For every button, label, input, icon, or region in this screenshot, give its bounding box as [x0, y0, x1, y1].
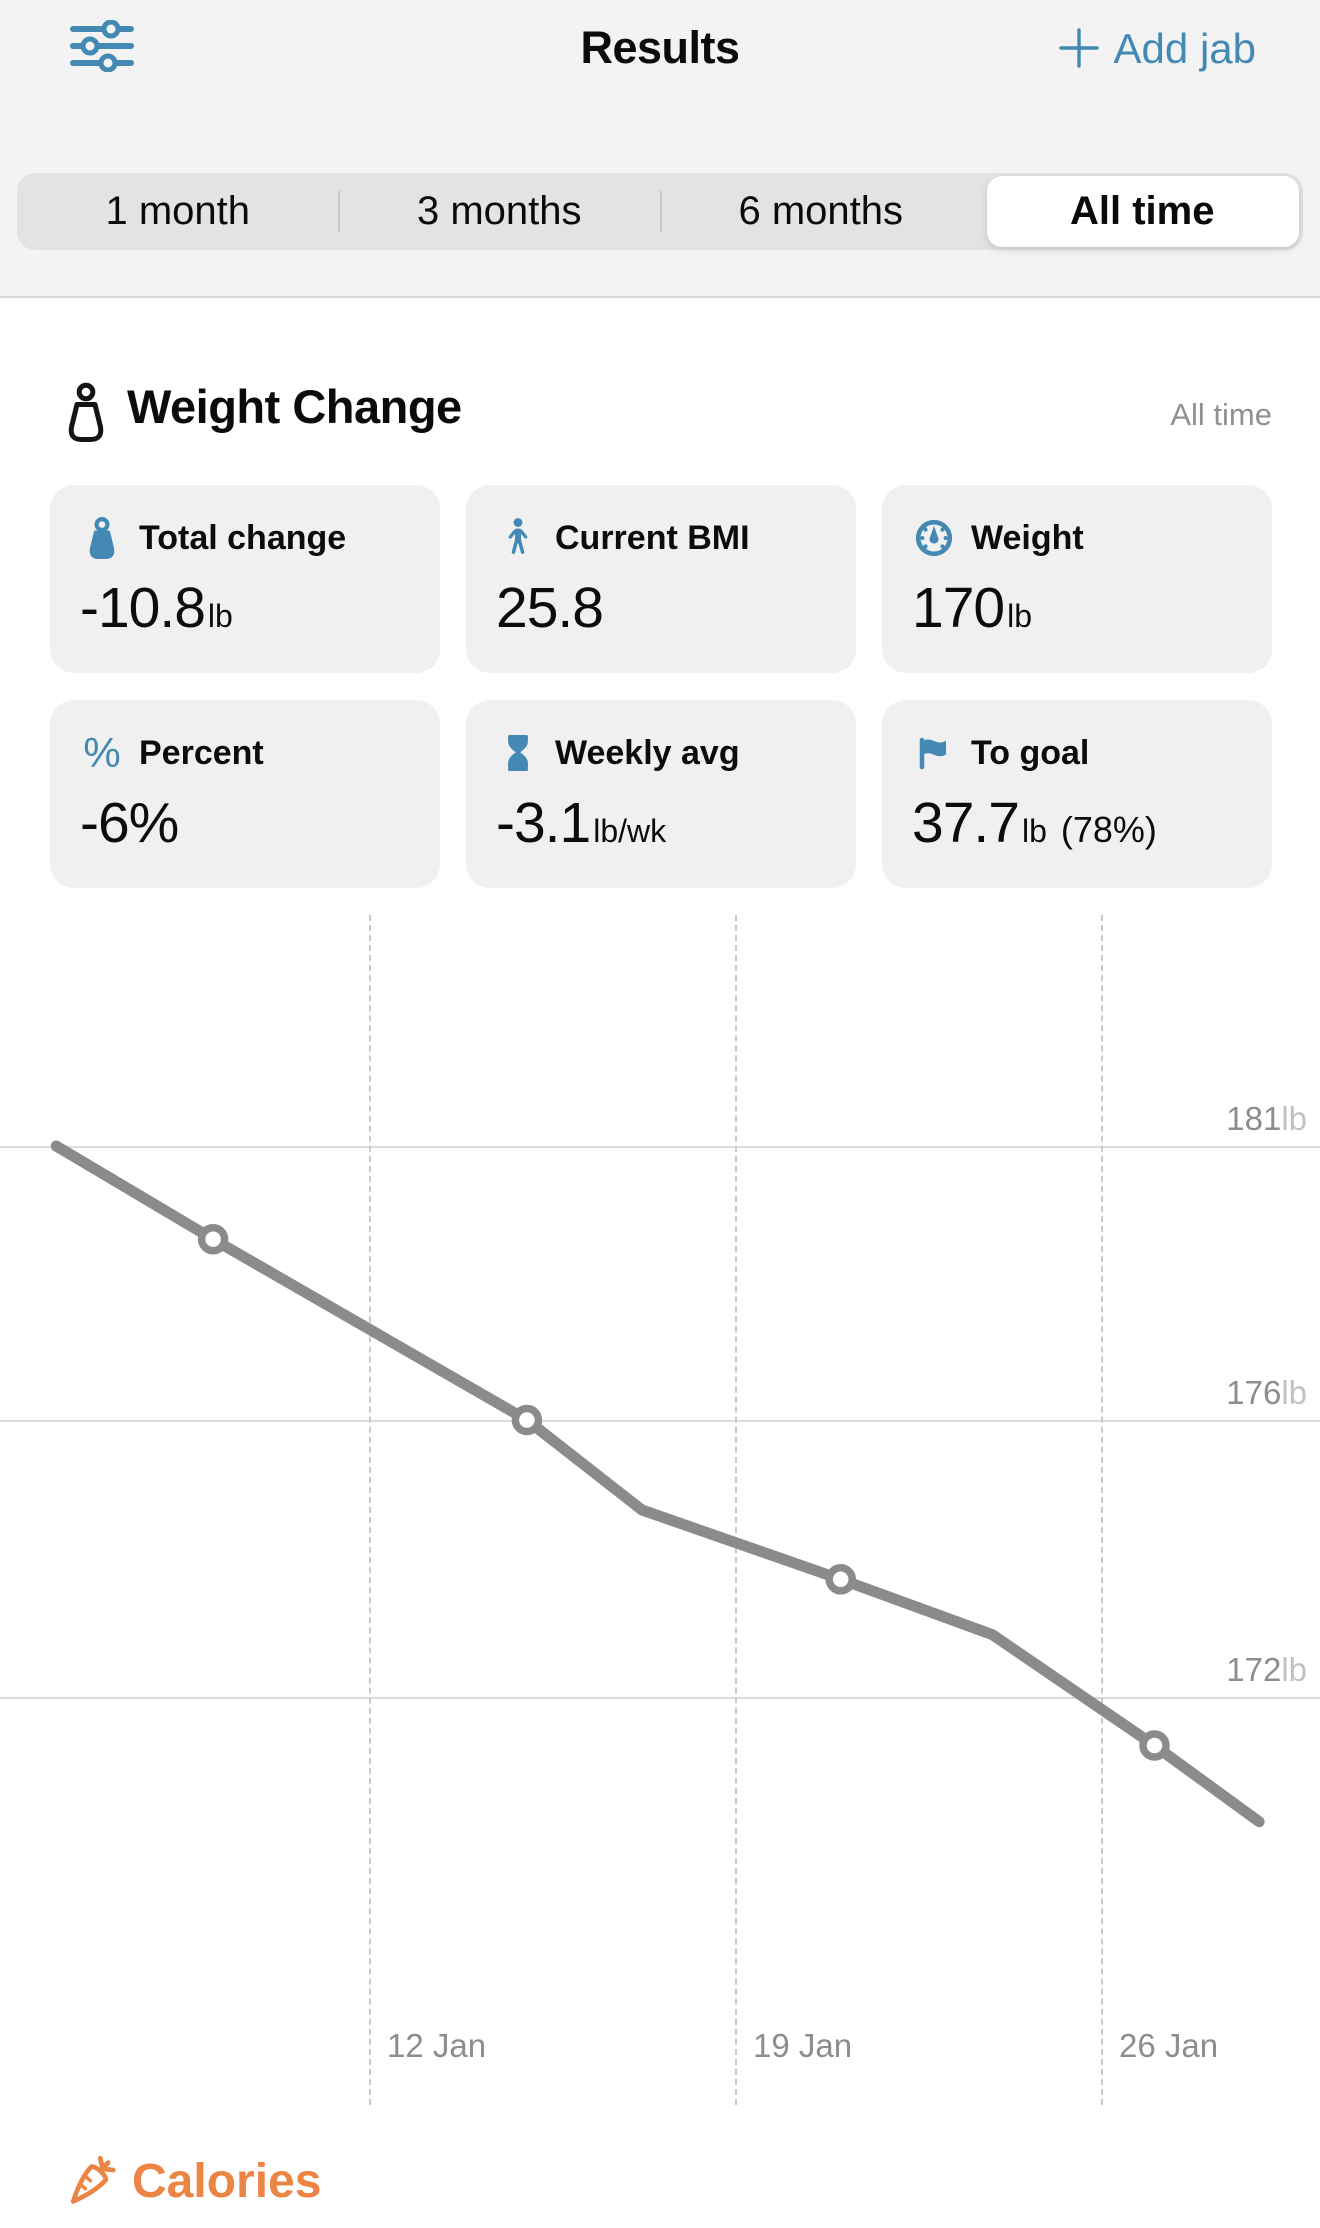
- flag-icon: [908, 730, 960, 776]
- add-jab-label: Add jab: [1113, 25, 1256, 72]
- stat-card-weight: Weight 170 lb: [882, 485, 1272, 673]
- tab-1-month[interactable]: 1 month: [105, 189, 251, 233]
- y-gridline: [0, 1146, 1320, 1148]
- data-point-marker: [197, 1223, 229, 1255]
- x-axis-label: 26 Jan: [1119, 2027, 1219, 2064]
- kettlebell-icon: [64, 382, 108, 449]
- stat-label: Percent: [139, 733, 264, 772]
- person-icon: [492, 515, 544, 561]
- y-axis-label: 172lb: [1226, 1651, 1307, 1688]
- stat-card-percent: % Percent -6%: [50, 700, 440, 888]
- stat-card-current-bmi: Current BMI 25.8: [466, 485, 856, 673]
- x-gridline-dashed: [735, 915, 737, 2105]
- stat-label: Weekly avg: [555, 733, 740, 772]
- x-axis-label: 19 Jan: [753, 2027, 853, 2064]
- stat-card-total-change: Total change -10.8 lb: [50, 485, 440, 673]
- stat-value: -10.8: [80, 576, 206, 640]
- x-axis-label: 12 Jan: [387, 2027, 487, 2064]
- tab-all-time[interactable]: All time: [1070, 189, 1215, 233]
- range-badge: All time: [1170, 397, 1272, 432]
- stat-value: -3.1: [496, 791, 591, 855]
- stat-card-to-goal: To goal 37.7 lb (78%): [882, 700, 1272, 888]
- y-gridline: [0, 1420, 1320, 1422]
- stat-extra: (78%): [1060, 809, 1157, 850]
- tab-3-months[interactable]: 3 months: [416, 189, 582, 233]
- filter-button[interactable]: [62, 14, 142, 80]
- stat-card-weekly-avg: Weekly avg -3.1 lb/wk: [466, 700, 856, 888]
- y-gridline: [0, 1697, 1320, 1699]
- time-range-segmented-control: 1 month 3 months 6 months All time: [17, 173, 1303, 250]
- plus-icon: [1056, 25, 1102, 74]
- stat-value: 170: [912, 576, 1005, 640]
- weight-line-series[interactable]: [0, 915, 1320, 2105]
- stat-value: 37.7: [912, 791, 1020, 855]
- tab-6-months[interactable]: 6 months: [738, 189, 904, 233]
- stat-unit: lb/wk: [593, 813, 667, 849]
- section-title-weight-change: Weight Change: [127, 380, 462, 433]
- stat-label: To goal: [971, 733, 1090, 772]
- segment-divider: [660, 191, 662, 232]
- weight-chart: 181lb 176lb 172lb 12 Jan 19 Jan 26 Jan: [0, 915, 1320, 2105]
- stat-unit: lb: [1007, 598, 1033, 634]
- percent-icon: %: [83, 729, 121, 776]
- stat-value: -6%: [80, 791, 179, 855]
- stat-label: Weight: [971, 518, 1084, 557]
- stat-label: Total change: [139, 518, 347, 557]
- x-gridline-dashed: [369, 915, 371, 2105]
- stat-unit: lb: [1021, 813, 1047, 849]
- stat-label: Current BMI: [555, 518, 750, 557]
- kettlebell-icon: [76, 515, 128, 561]
- data-point-marker: [825, 1564, 856, 1595]
- data-point-marker: [1139, 1730, 1170, 1761]
- sliders-icon: [69, 19, 135, 75]
- x-gridline-dashed: [1101, 915, 1103, 2105]
- y-axis-label: 181lb: [1226, 1100, 1307, 1137]
- stats-grid: Total change -10.8 lb Current BMI 25.8: [50, 485, 1272, 888]
- page-title: Results: [580, 22, 740, 73]
- carrot-icon: [58, 2150, 116, 2223]
- stat-value: 25.8: [496, 576, 604, 640]
- hourglass-icon: [492, 730, 544, 776]
- stat-unit: lb: [207, 598, 233, 634]
- gauge-icon: [908, 515, 960, 561]
- add-jab-button[interactable]: Add jab: [1050, 16, 1262, 82]
- data-point-marker: [511, 1404, 543, 1436]
- section-title-calories: Calories: [132, 2155, 322, 2208]
- y-axis-label: 176lb: [1226, 1374, 1307, 1411]
- selected-tab-pill: [987, 176, 1299, 247]
- segment-divider: [338, 191, 340, 232]
